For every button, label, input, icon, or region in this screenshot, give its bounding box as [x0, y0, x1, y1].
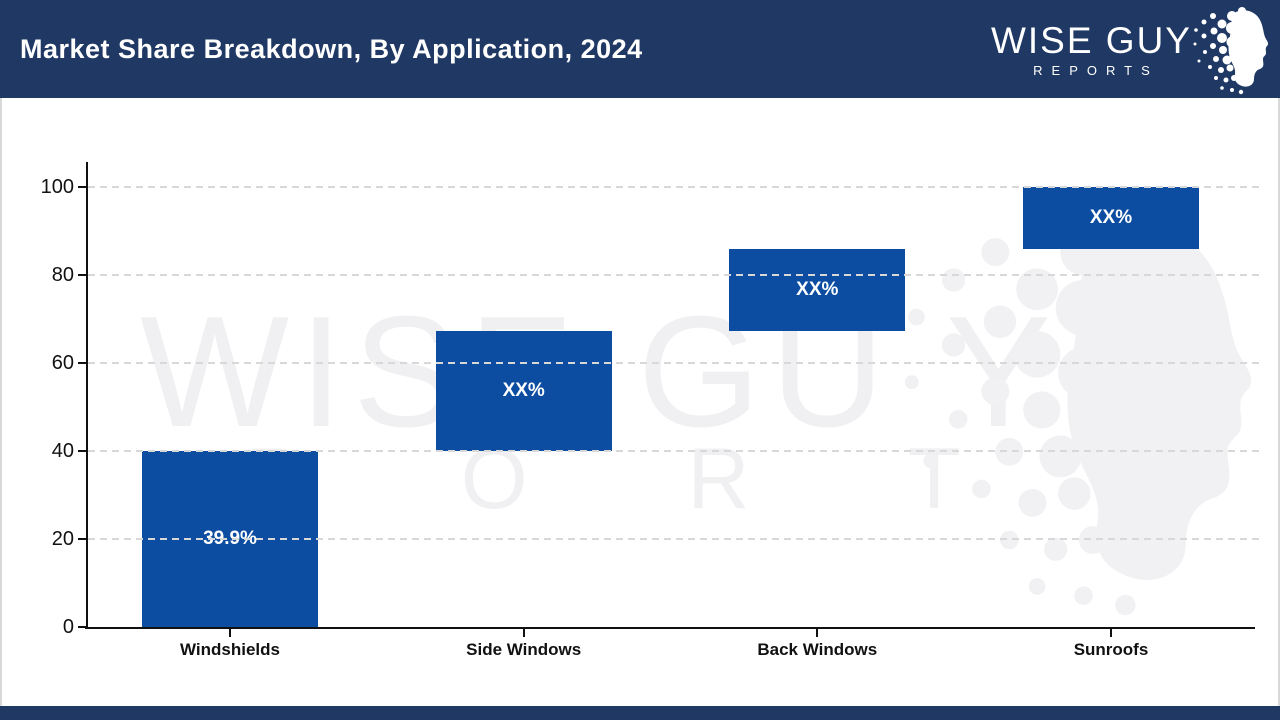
chart-title: Market Share Breakdown, By Application, …	[20, 33, 643, 64]
gridline-100	[88, 186, 1260, 188]
gridline-40	[88, 450, 1260, 452]
footer-bar	[0, 706, 1280, 720]
y-tick-mark	[78, 538, 86, 540]
x-axis-label-windshields: Windshields	[180, 640, 280, 659]
gridline-20	[88, 538, 1260, 540]
y-tick-mark	[78, 626, 86, 628]
dotted-head-logo-icon	[1193, 7, 1269, 95]
bar-value-label: XX%	[796, 278, 839, 300]
gridline-80	[88, 274, 1260, 276]
x-axis-label-sunroofs: Sunroofs	[1073, 640, 1149, 659]
bar-back-windows: XX%	[729, 249, 906, 331]
y-tick-mark	[78, 274, 86, 276]
bar-sunroofs: XX%	[1023, 187, 1199, 249]
y-tick-mark	[78, 362, 86, 364]
y-axis-tick-label: 60	[51, 352, 74, 374]
x-tick-mark	[816, 629, 819, 637]
y-axis-spine	[86, 162, 88, 629]
wise-guy-reports-logo: WISE GUY REPORTS	[991, 4, 1270, 96]
bar-value-label: XX%	[502, 380, 545, 402]
page-left-border	[0, 98, 2, 706]
x-axis-spine	[85, 627, 1255, 629]
y-tick-mark	[78, 186, 86, 188]
x-axis-label-back-windows: Back Windows	[757, 640, 878, 659]
x-tick-mark	[522, 629, 525, 637]
x-axis-label-side-windows: Side Windows	[466, 640, 582, 659]
x-tick-mark	[229, 629, 231, 637]
page-right-border	[1278, 98, 1280, 706]
y-axis-tick-label: 0	[62, 616, 74, 638]
logo-subtitle: REPORTS	[1033, 63, 1159, 78]
logo-text: WISE GUY REPORTS	[991, 22, 1192, 78]
logo-wordmark: WISE GUY	[990, 20, 1192, 61]
x-tick-mark	[1110, 629, 1112, 637]
watermark-head-icon	[904, 210, 1252, 616]
bar-side-windows: XX%	[435, 330, 612, 452]
bar-value-label: XX%	[1089, 207, 1133, 228]
y-axis-tick-label: 80	[51, 264, 74, 286]
y-axis-tick-label: 100	[40, 176, 74, 198]
y-axis-tick-label: 40	[51, 440, 74, 462]
y-tick-mark	[78, 450, 86, 452]
y-axis-tick-label: 20	[51, 528, 74, 550]
gridline-60	[88, 362, 1260, 364]
header-bar: Market Share Breakdown, By Application, …	[0, 0, 1280, 98]
